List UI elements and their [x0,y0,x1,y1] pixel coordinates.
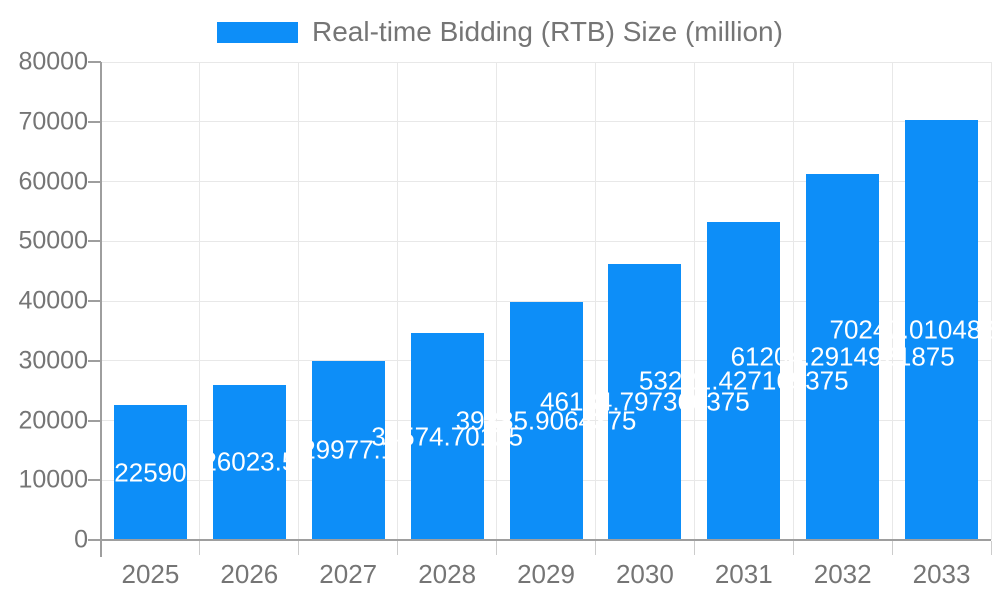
y-axis-label: 70000 [18,107,88,136]
y-axis-label: 30000 [18,346,88,375]
bar-2033[interactable] [905,120,979,540]
y-axis-tick [88,240,101,243]
bar-2026[interactable] [212,384,286,540]
bar-2030[interactable] [608,264,682,540]
bar-2029[interactable] [509,301,583,540]
y-axis-label: 20000 [18,406,88,434]
gridline-horizontal [101,61,991,63]
x-axis-tick [693,541,695,555]
y-axis-tick [88,300,101,302]
y-axis-tick [88,120,101,123]
bar-value-label: 53221.427169375 [638,365,849,396]
legend-label: Real-time Bidding (RTB) Size (million) [312,16,783,47]
y-axis-tick [88,479,101,482]
x-axis-label: 2032 [813,559,872,589]
legend-swatch [217,21,299,43]
y-axis-tick [88,419,101,422]
bar-value-label: 61204.2914921875 [730,341,955,372]
bar-value-label: 29977.1 [301,434,396,465]
bar-2032[interactable] [806,174,880,540]
x-axis-label: 2031 [714,559,773,589]
x-axis-tick [594,541,596,555]
gridline-vertical [891,62,893,540]
x-axis-label: 2028 [418,559,477,589]
x-axis-label: 2030 [615,559,674,589]
bar-2028[interactable] [410,333,484,540]
x-axis-label: 2027 [319,559,378,589]
gridline-vertical [693,62,695,540]
bar-value-label: 22590 [114,457,187,487]
gridline-horizontal [101,121,991,123]
gridline-vertical [496,62,498,540]
y-axis-label: 50000 [18,226,88,255]
bar-value-label: 39885.9064375 [455,405,637,436]
gridline-vertical [397,62,399,540]
x-axis-line [99,539,991,541]
bar-value-label: 34574.70125 [371,421,524,452]
gridline-vertical [594,62,596,540]
x-axis-tick [891,541,893,555]
bar-2031[interactable] [707,222,781,540]
y-axis-tick [88,61,101,63]
gridline-horizontal [101,240,991,242]
gridline-vertical [298,62,300,540]
x-axis-tick [298,541,300,555]
gridline-vertical [199,62,201,540]
y-axis-label: 80000 [18,47,88,76]
gridline-vertical [792,62,794,540]
bar-value-label: 46134.797366375 [540,386,750,417]
x-axis-label: 2029 [517,559,575,589]
y-axis-label: 60000 [18,167,88,195]
y-axis-label: 40000 [18,286,88,315]
y-axis-label: 10000 [18,465,88,494]
y-axis-tick [88,180,101,183]
bar-2025[interactable] [113,405,187,540]
bar-2027[interactable] [311,360,385,540]
x-axis-label: 2033 [912,559,971,589]
legend[interactable]: Real-time Bidding (RTB) Size (million) [0,16,1000,48]
x-axis-tick [199,541,201,555]
y-axis-tick [88,359,101,362]
gridline-horizontal [101,181,991,182]
x-axis-tick [990,541,992,555]
y-axis-tick [88,539,101,541]
bar-value-label: 26023.5 [202,446,297,477]
y-axis-label: 0 [74,525,88,554]
x-axis-tick [397,541,399,555]
x-axis-tick [792,541,794,555]
bar-value-label: 70247.0104821875 [829,314,1000,345]
x-axis-tick [496,541,498,555]
gridline-horizontal [101,300,991,302]
x-axis-label: 2025 [121,559,180,589]
gridline-vertical [990,62,992,540]
x-axis-label: 2026 [220,559,279,589]
y-axis-line [100,62,102,557]
